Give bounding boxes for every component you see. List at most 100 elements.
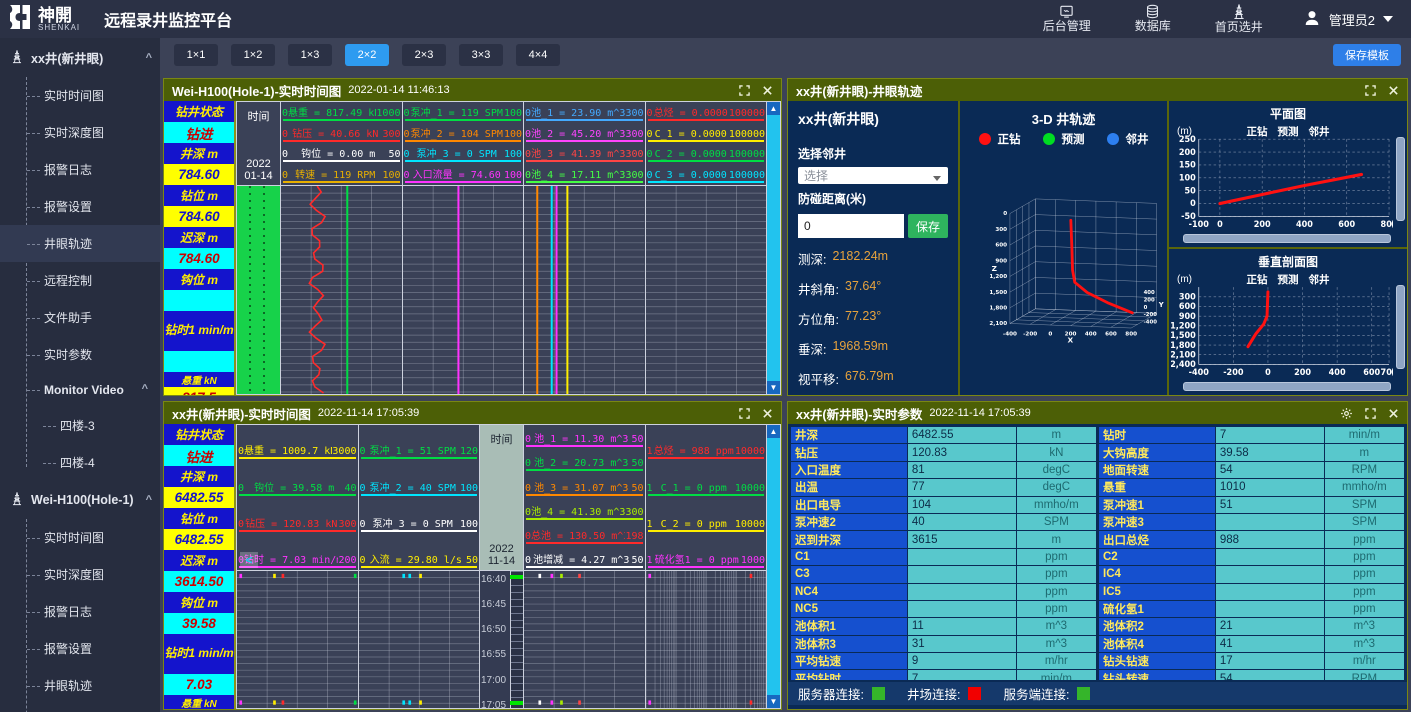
sidebar-item-实时时间图[interactable]: 实时时间图	[0, 519, 160, 556]
nav-item-database[interactable]: 数据库	[1135, 4, 1171, 34]
close-icon[interactable]	[1388, 85, 1399, 96]
param-unit-cell: m^3	[1017, 636, 1096, 652]
curve-max: 300	[382, 129, 400, 140]
curve-name-value: 悬重 = 1009.7 kN	[244, 442, 332, 457]
layout-button-3x3[interactable]: 3×3	[459, 44, 503, 66]
scroll-up-arrow[interactable]: ▲	[767, 102, 780, 115]
track-header: 0泵冲_1 = 51 SPM1200泵冲_2 = 40 SPM1000泵冲_3 …	[359, 425, 480, 571]
table-row: 出口电导104mmho/m泵冲速151SPM	[791, 497, 1404, 513]
expand-icon[interactable]	[739, 85, 750, 96]
layout-button-1x2[interactable]: 1×2	[231, 44, 275, 66]
scroll-down-arrow[interactable]: ▼	[767, 695, 780, 708]
admin-icon	[1059, 4, 1074, 19]
green-bar	[510, 575, 523, 579]
param-unit-cell: ppm	[1017, 549, 1096, 565]
close-icon[interactable]	[762, 85, 773, 96]
shenkai-logo-icon	[8, 4, 32, 35]
chart-track: 0总烃 = 0.00001000000C_1 = 0.00001000000C_…	[646, 102, 768, 394]
legend-item: 邻井	[1107, 131, 1149, 147]
sidebar-item-井眼轨迹[interactable]: 井眼轨迹	[0, 667, 160, 704]
sidebar-item-四楼-4[interactable]: 四楼-4	[0, 444, 160, 481]
distance-input[interactable]	[798, 214, 904, 238]
expand-icon[interactable]	[1365, 85, 1376, 96]
nav-item-admin[interactable]: 后台管理	[1043, 4, 1091, 34]
curve-label-row: 0钻压 = 40.66 kN300	[281, 123, 402, 144]
svg-text:0: 0	[1003, 211, 1007, 217]
param-value: 钻进	[164, 445, 234, 466]
green-bar	[510, 701, 523, 705]
layout-button-1x1[interactable]: 1×1	[174, 44, 218, 66]
collapse-caret-icon[interactable]: ^	[142, 383, 148, 395]
settings-gear-icon[interactable]	[1340, 407, 1353, 420]
user-menu[interactable]: 管理员2	[1303, 9, 1393, 29]
sidebar-item-实时参数[interactable]: 实时参数	[0, 336, 160, 373]
param-value-cell: 11	[908, 618, 1016, 634]
curve-label-row: 0悬重 = 817.49 kN1000	[281, 102, 402, 123]
svg-text:(m: (m	[1391, 219, 1393, 229]
curve-max: 100	[504, 129, 522, 140]
vertical-scrollbar[interactable]: ▲▼	[767, 425, 780, 708]
save-distance-button[interactable]: 保存	[908, 214, 948, 238]
layout-button-1x3[interactable]: 1×3	[288, 44, 332, 66]
subchart-plot: 250200150100500-50-1000200400600800(m	[1171, 135, 1393, 231]
subchart-horizontal-scrollbar[interactable]	[1183, 234, 1391, 243]
scroll-down-arrow[interactable]: ▼	[767, 381, 780, 394]
param-unit-cell: ppm	[1017, 566, 1096, 582]
sidebar-item-远程控制[interactable]: 远程控制	[0, 262, 160, 299]
neighbor-well-select[interactable]: 选择	[798, 167, 948, 184]
layout-button-2x3[interactable]: 2×3	[402, 44, 446, 66]
curve-max: 120	[460, 446, 478, 457]
curve-name-value: 池_3 = 31.07 m^3	[531, 479, 631, 494]
sidebar-item-报警设置[interactable]: 报警设置	[0, 630, 160, 667]
sidebar-item-实时深度图[interactable]: 实时深度图	[0, 114, 160, 151]
layout-button-2x2[interactable]: 2×2	[345, 44, 389, 66]
collapse-caret-icon[interactable]: ^	[146, 494, 152, 506]
curve-label-row: 0池_4 = 41.30 m^3300	[524, 498, 645, 522]
sidebar-item-井眼轨迹[interactable]: 井眼轨迹	[0, 225, 160, 262]
param-value-cell	[1216, 514, 1324, 530]
subchart-vertical-scrollbar[interactable]	[1396, 285, 1405, 369]
param-label: 迟深 m	[164, 550, 234, 571]
curve-name-value: 池_4 = 17.11 m^3	[531, 166, 625, 181]
sidebar-item-报警日志[interactable]: 报警日志	[0, 151, 160, 188]
param-value	[164, 290, 234, 311]
subchart-vertical-scrollbar[interactable]	[1396, 137, 1405, 221]
well-header-0[interactable]: xx井(新井眼) ^	[0, 38, 160, 77]
curve-max: 50	[631, 483, 643, 494]
svg-text:100: 100	[1179, 172, 1196, 182]
well-name: xx井(新井眼)	[31, 48, 103, 67]
close-icon[interactable]	[1388, 408, 1399, 419]
sidebar-item-文件助手[interactable]: 文件助手	[0, 299, 160, 336]
sidebar-item-报警设置[interactable]: 报警设置	[0, 188, 160, 225]
param-name-cell: 出温	[791, 479, 907, 495]
curve-label-row: 0钩位 = 0.00 m50	[281, 144, 402, 165]
time-column: 时间202201-14	[237, 102, 281, 394]
vertical-scrollbar[interactable]: ▲▼	[767, 102, 780, 394]
time-tick-label: 16:40	[481, 574, 506, 585]
expand-icon[interactable]	[739, 408, 750, 419]
table-row: 池体积331m^3池体积441m^3	[791, 636, 1404, 652]
curve-max: 300	[338, 519, 356, 530]
curve-label-row: 0C_1 = 0.0000100000	[646, 123, 767, 144]
collapse-caret-icon[interactable]: ^	[146, 52, 152, 64]
sidebar-item-Monitor Video[interactable]: Monitor Video^	[0, 373, 160, 407]
svg-text:0: 0	[1265, 367, 1271, 377]
subchart-horizontal-scrollbar[interactable]	[1183, 382, 1391, 391]
param-unit-cell: m^3	[1325, 618, 1404, 634]
sidebar-item-实时时间图[interactable]: 实时时间图	[0, 77, 160, 114]
panel-title-bar: xx井(新井眼)-井眼轨迹	[788, 79, 1407, 101]
scroll-up-arrow[interactable]: ▲	[767, 425, 780, 438]
sidebar-item-实时深度图[interactable]: 实时深度图	[0, 556, 160, 593]
layout-button-4x4[interactable]: 4×4	[516, 44, 560, 66]
param-value: 6482.55	[164, 487, 234, 508]
sidebar-item-四楼-3[interactable]: 四楼-3	[0, 407, 160, 444]
param-name-cell: 池体积2	[1099, 618, 1215, 634]
nav-item-home-well[interactable]: 首页选井	[1215, 3, 1263, 35]
expand-icon[interactable]	[1365, 408, 1376, 419]
sidebar-item-远程控制[interactable]: 远程控制	[0, 704, 160, 712]
collapse-left-arrow[interactable]: <	[240, 552, 258, 568]
well-header-1[interactable]: Wei-H100(Hole-1)^	[0, 481, 160, 519]
close-icon[interactable]	[762, 408, 773, 419]
save-template-button[interactable]: 保存模板	[1333, 44, 1401, 66]
sidebar-item-报警日志[interactable]: 报警日志	[0, 593, 160, 630]
